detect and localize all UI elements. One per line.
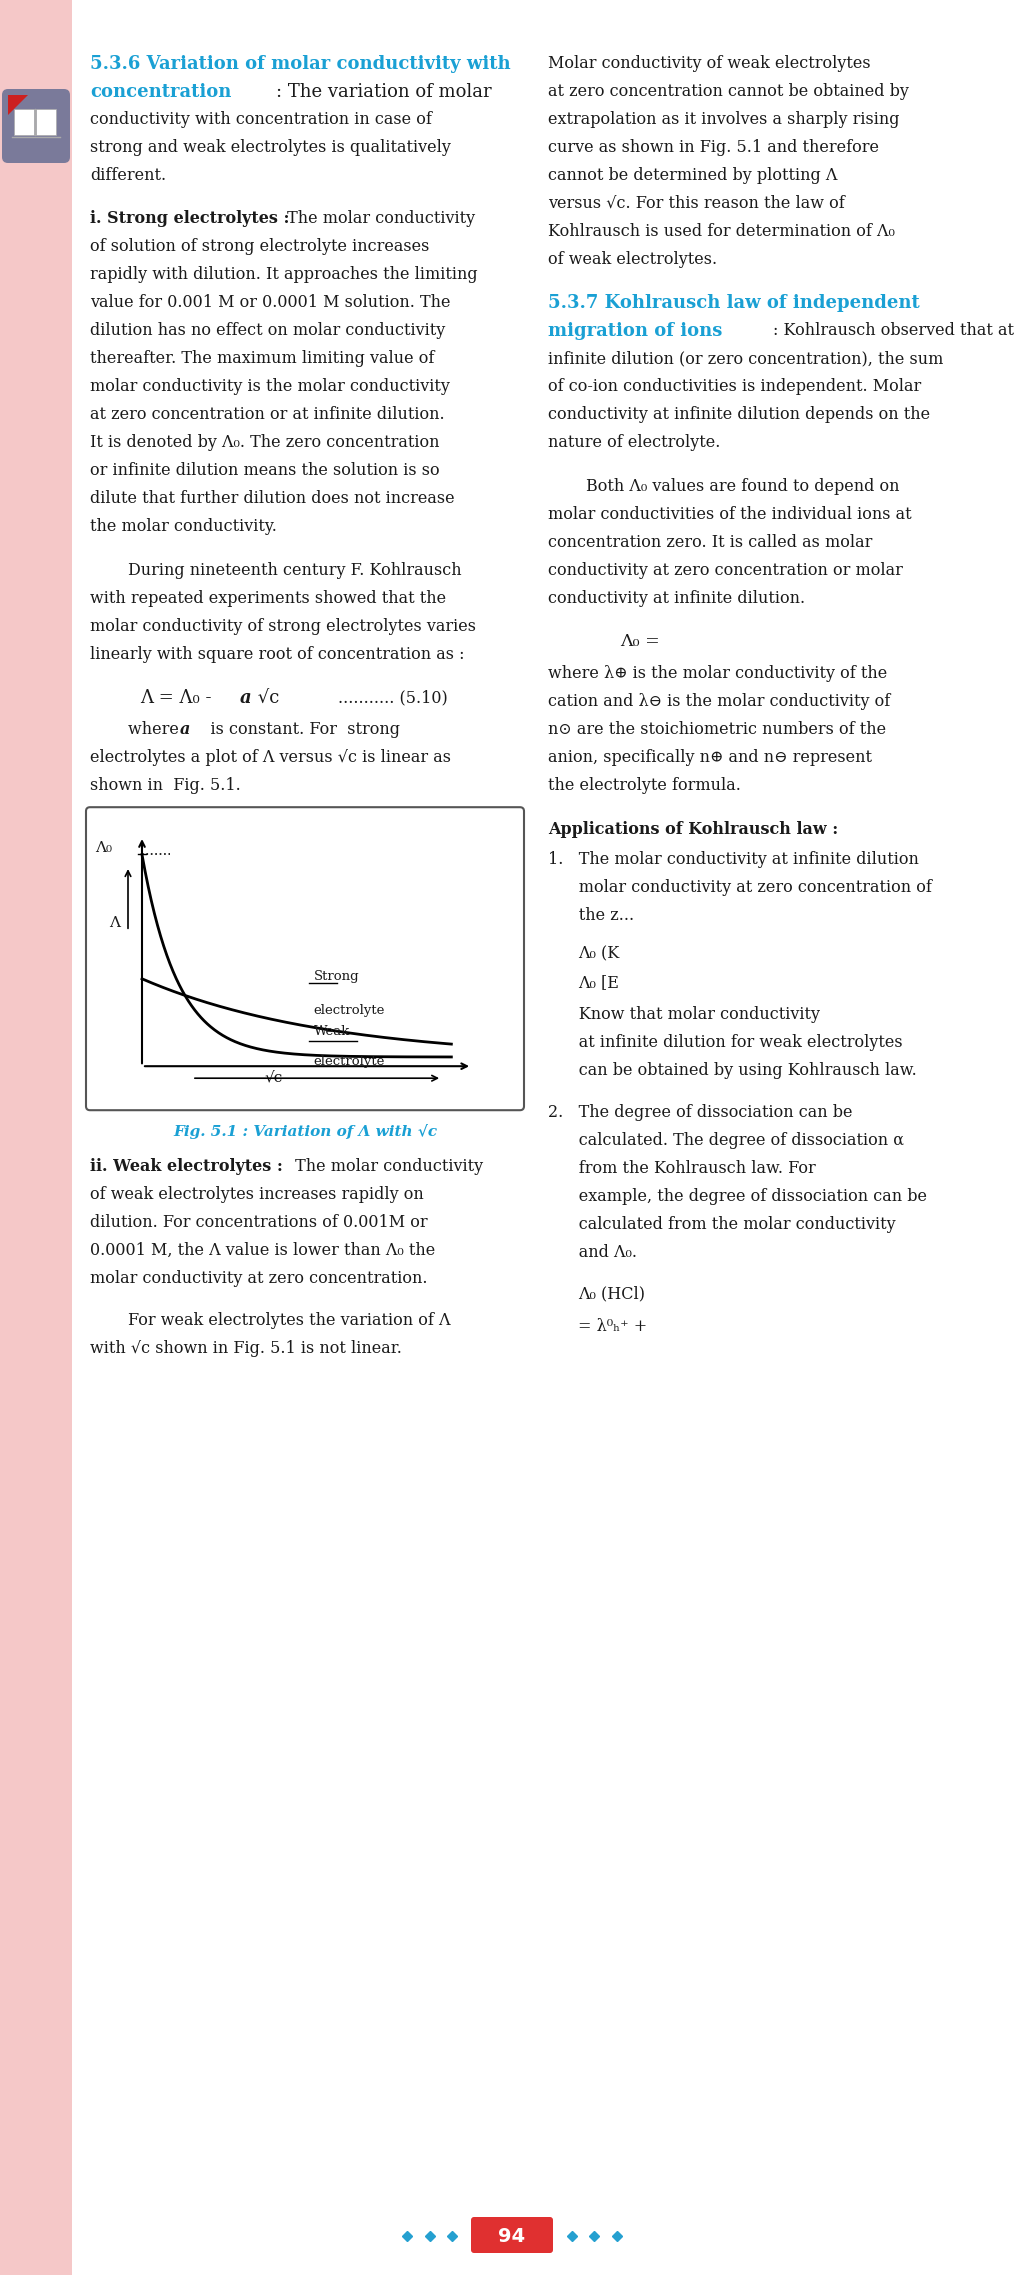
Text: conductivity with concentration in case of: conductivity with concentration in case …	[90, 111, 432, 127]
Bar	[14, 109, 34, 134]
Text: Both Λ₀ values are found to depend on: Both Λ₀ values are found to depend on	[586, 478, 899, 494]
Text: Fig. 5.1 : Variation of Λ with √c: Fig. 5.1 : Variation of Λ with √c	[173, 1124, 437, 1140]
Text: versus √c. For this reason the law of: versus √c. For this reason the law of	[548, 196, 845, 212]
Text: n⊙ are the stoichiometric numbers of the: n⊙ are the stoichiometric numbers of the	[548, 721, 886, 737]
Text: cannot be determined by plotting Λ: cannot be determined by plotting Λ	[548, 166, 838, 184]
Text: molar conductivity of strong electrolytes varies: molar conductivity of strong electrolyte…	[90, 619, 476, 635]
Text: infinite dilution (or zero concentration), the sum: infinite dilution (or zero concentration…	[548, 350, 943, 366]
Text: conductivity at zero concentration or molar: conductivity at zero concentration or mo…	[548, 562, 903, 578]
Text: Λ₀ =: Λ₀ =	[620, 632, 659, 651]
Text: strong and weak electrolytes is qualitatively: strong and weak electrolytes is qualitat…	[90, 139, 451, 157]
FancyBboxPatch shape	[471, 2218, 553, 2252]
Text: Λ₀ (HCl): Λ₀ (HCl)	[578, 1285, 645, 1304]
Text: molar conductivity is the molar conductivity: molar conductivity is the molar conducti…	[90, 378, 450, 396]
Text: can be obtained by using Kohlrausch law.: can be obtained by using Kohlrausch law.	[548, 1062, 916, 1078]
Text: 2.   The degree of dissociation can be: 2. The degree of dissociation can be	[548, 1103, 853, 1122]
Text: molar conductivity at zero concentration.: molar conductivity at zero concentration…	[90, 1269, 427, 1288]
Text: Molar conductivity of weak electrolytes: Molar conductivity of weak electrolytes	[548, 55, 870, 73]
Text: dilution has no effect on molar conductivity: dilution has no effect on molar conducti…	[90, 323, 445, 339]
Text: For weak electrolytes the variation of Λ: For weak electrolytes the variation of Λ	[128, 1313, 451, 1329]
Text: rapidly with dilution. It approaches the limiting: rapidly with dilution. It approaches the…	[90, 266, 477, 284]
Text: √c: √c	[265, 1069, 283, 1085]
Text: electrolyte: electrolyte	[313, 1003, 385, 1017]
Text: with repeated experiments showed that the: with repeated experiments showed that th…	[90, 589, 446, 607]
Text: thereafter. The maximum limiting value of: thereafter. The maximum limiting value o…	[90, 350, 434, 366]
Text: ii. Weak electrolytes :: ii. Weak electrolytes :	[90, 1158, 283, 1176]
Text: calculated from the molar conductivity: calculated from the molar conductivity	[548, 1215, 896, 1233]
Text: 94: 94	[499, 2227, 525, 2245]
Text: molar conductivity at zero concentration of: molar conductivity at zero concentration…	[548, 878, 932, 896]
Text: conductivity at infinite dilution.: conductivity at infinite dilution.	[548, 589, 805, 607]
Text: is constant. For  strong: is constant. For strong	[190, 721, 400, 737]
Text: from the Kohlrausch law. For: from the Kohlrausch law. For	[548, 1160, 816, 1176]
Text: the z...: the z...	[548, 908, 634, 924]
Text: : Kohlrausch observed that at: : Kohlrausch observed that at	[773, 323, 1014, 339]
Text: example, the degree of dissociation can be: example, the degree of dissociation can …	[548, 1188, 927, 1206]
Text: Strong: Strong	[313, 969, 359, 983]
Text: electrolytes a plot of Λ versus √c is linear as: electrolytes a plot of Λ versus √c is li…	[90, 748, 451, 767]
Text: migration of ions: migration of ions	[548, 323, 722, 341]
Text: different.: different.	[90, 166, 166, 184]
Text: and Λ₀.: and Λ₀.	[548, 1244, 637, 1260]
Text: Λ: Λ	[109, 917, 120, 930]
Text: anion, specifically n⊕ and n⊖ represent: anion, specifically n⊕ and n⊖ represent	[548, 748, 872, 767]
Polygon shape	[8, 96, 28, 116]
Text: extrapolation as it involves a sharply rising: extrapolation as it involves a sharply r…	[548, 111, 899, 127]
Text: or infinite dilution means the solution is so: or infinite dilution means the solution …	[90, 462, 439, 480]
Text: where λ⊕ is the molar conductivity of the: where λ⊕ is the molar conductivity of th…	[548, 664, 887, 682]
Text: = λ⁰ₕ⁺ +: = λ⁰ₕ⁺ +	[578, 1317, 647, 1335]
Text: 5.3.7 Kohlrausch law of independent: 5.3.7 Kohlrausch law of independent	[548, 293, 920, 312]
Text: where: where	[128, 721, 189, 737]
Text: It is denoted by Λ₀. The zero concentration: It is denoted by Λ₀. The zero concentrat…	[90, 435, 439, 450]
Text: dilute that further dilution does not increase: dilute that further dilution does not in…	[90, 491, 455, 507]
Text: at infinite dilution for weak electrolytes: at infinite dilution for weak electrolyt…	[548, 1033, 902, 1051]
Text: of co-ion conductivities is independent. Molar: of co-ion conductivities is independent.…	[548, 378, 922, 396]
Text: the electrolyte formula.: the electrolyte formula.	[548, 778, 741, 794]
Text: √c: √c	[252, 689, 280, 708]
Text: electrolyte: electrolyte	[313, 1056, 385, 1067]
Text: : The variation of molar: : The variation of molar	[276, 82, 492, 100]
Text: molar conductivities of the individual ions at: molar conductivities of the individual i…	[548, 505, 911, 523]
Text: concentration: concentration	[90, 82, 231, 100]
Text: cation and λ⊖ is the molar conductivity of: cation and λ⊖ is the molar conductivity …	[548, 694, 890, 710]
Text: Λ₀ [E: Λ₀ [E	[578, 974, 618, 992]
Text: Know that molar conductivity: Know that molar conductivity	[548, 1006, 820, 1024]
Text: concentration zero. It is called as molar: concentration zero. It is called as mola…	[548, 535, 872, 551]
Text: 0.0001 M, the Λ value is lower than Λ₀ the: 0.0001 M, the Λ value is lower than Λ₀ t…	[90, 1242, 435, 1258]
Text: a: a	[180, 721, 190, 737]
Text: the molar conductivity.: the molar conductivity.	[90, 519, 276, 535]
Text: curve as shown in Fig. 5.1 and therefore: curve as shown in Fig. 5.1 and therefore	[548, 139, 879, 157]
Text: Applications of Kohlrausch law :: Applications of Kohlrausch law :	[548, 821, 839, 837]
Text: of solution of strong electrolyte increases: of solution of strong electrolyte increa…	[90, 239, 429, 255]
Text: calculated. The degree of dissociation α: calculated. The degree of dissociation α	[548, 1131, 904, 1149]
Text: Λ₀ (K: Λ₀ (K	[578, 946, 620, 962]
Text: of weak electrolytes increases rapidly on: of weak electrolytes increases rapidly o…	[90, 1185, 424, 1203]
Text: value for 0.001 M or 0.0001 M solution. The: value for 0.001 M or 0.0001 M solution. …	[90, 293, 451, 312]
Text: of weak electrolytes.: of weak electrolytes.	[548, 250, 717, 268]
Text: i. Strong electrolytes :: i. Strong electrolytes :	[90, 209, 290, 228]
Text: Λ₀: Λ₀	[95, 842, 112, 855]
FancyBboxPatch shape	[86, 808, 524, 1110]
Text: nature of electrolyte.: nature of electrolyte.	[548, 435, 720, 450]
Text: a: a	[240, 689, 252, 708]
Text: shown in  Fig. 5.1.: shown in Fig. 5.1.	[90, 778, 241, 794]
FancyBboxPatch shape	[2, 89, 70, 164]
Text: with √c shown in Fig. 5.1 is not linear.: with √c shown in Fig. 5.1 is not linear.	[90, 1340, 401, 1358]
Text: conductivity at infinite dilution depends on the: conductivity at infinite dilution depend…	[548, 407, 930, 423]
Text: The molar conductivity: The molar conductivity	[282, 209, 475, 228]
Bar	[0, 0, 72, 2275]
Text: 1.   The molar conductivity at infinite dilution: 1. The molar conductivity at infinite di…	[548, 851, 919, 867]
Text: at zero concentration cannot be obtained by: at zero concentration cannot be obtained…	[548, 82, 909, 100]
Text: linearly with square root of concentration as :: linearly with square root of concentrati…	[90, 646, 465, 662]
Text: During nineteenth century F. Kohlrausch: During nineteenth century F. Kohlrausch	[128, 562, 462, 578]
Text: dilution. For concentrations of 0.001M or: dilution. For concentrations of 0.001M o…	[90, 1215, 428, 1231]
Text: at zero concentration or at infinite dilution.: at zero concentration or at infinite dil…	[90, 407, 444, 423]
Text: ........... (5.10): ........... (5.10)	[338, 689, 447, 705]
Text: Λ = Λ₀ -: Λ = Λ₀ -	[140, 689, 217, 708]
Text: Kohlrausch is used for determination of Λ₀: Kohlrausch is used for determination of …	[548, 223, 895, 239]
Text: The molar conductivity: The molar conductivity	[290, 1158, 483, 1176]
Text: Weak: Weak	[313, 1024, 350, 1037]
Bar	[36, 109, 56, 134]
Text: 5.3.6 Variation of molar conductivity with: 5.3.6 Variation of molar conductivity wi…	[90, 55, 511, 73]
